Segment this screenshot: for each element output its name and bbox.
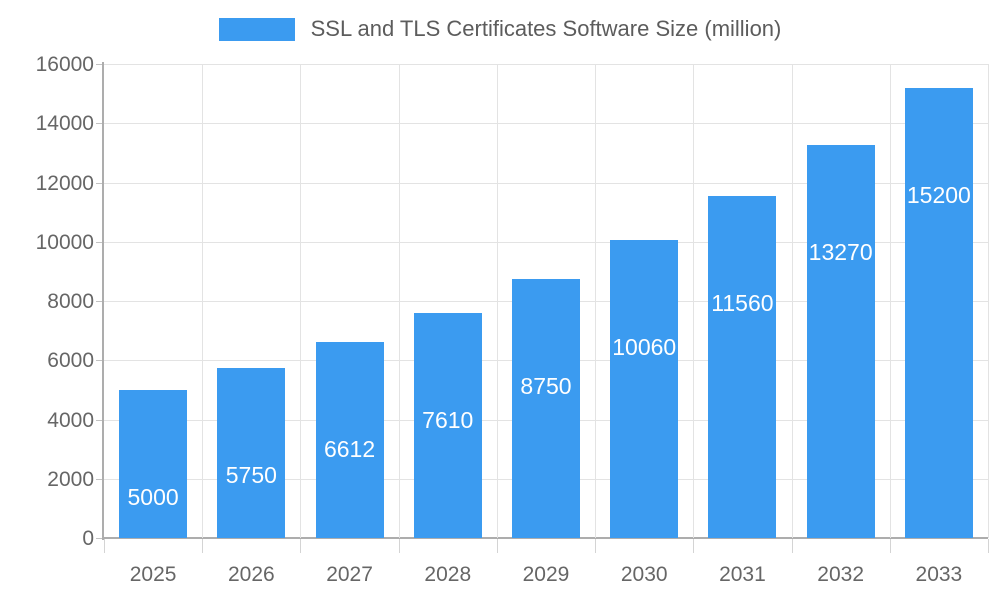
bar[interactable]: 5750 [217,367,286,538]
gridline-vertical [595,64,596,538]
x-axis-tick-mark [792,539,793,553]
y-axis-tick-mark [96,360,102,362]
y-axis-tick-label: 10000 [35,230,94,254]
bar[interactable]: 11560 [708,195,777,538]
y-axis-tick-label: 6000 [47,349,94,373]
y-axis-tick-mark [96,64,102,65]
gridline-vertical [792,64,793,538]
y-axis-spine [102,62,104,540]
gridline-vertical [890,64,891,538]
x-axis-tick-mark [104,539,105,553]
y-axis-tick-mark [96,538,102,539]
y-axis-tick-label: 14000 [35,112,94,136]
y-axis-tick-mark [96,301,102,302]
x-axis-tick-mark [890,539,891,553]
x-axis-tick-mark [399,539,400,553]
x-axis-tick-mark [693,539,694,553]
bar[interactable]: 7610 [413,312,482,538]
x-axis-tick-mark [300,539,301,553]
gridline-horizontal [104,241,988,243]
y-axis-tick-label: 4000 [47,408,94,432]
y-axis-tick-label: 8000 [47,290,94,313]
bar[interactable]: 13270 [806,144,875,538]
bar-value-label: 13270 [808,238,873,265]
x-axis-tick-label: 2031 [719,563,766,586]
gridline-horizontal [104,182,988,184]
bar[interactable]: 15200 [904,87,973,538]
bar-value-label: 8750 [520,372,572,399]
y-axis-tick-mark [96,478,102,480]
y-axis-tick-mark [96,182,102,184]
x-axis-tick-label: 2026 [227,563,275,586]
plot-area: 5000 5750 6612 7610 8750 10060 11560 13270 15200 [104,64,989,538]
bar-value-label: 5000 [127,483,179,510]
bar[interactable]: 5000 [119,389,188,538]
gridline-vertical [399,64,400,538]
gridline-vertical [300,64,301,538]
gridline-horizontal [104,123,988,125]
x-axis-tick-mark [988,539,989,553]
y-axis-tick-mark [96,123,102,125]
y-axis-tick-mark [96,241,102,243]
bar-value-label: 7610 [422,406,474,433]
y-axis-tick-mark [96,419,102,421]
bar[interactable]: 10060 [610,239,679,538]
legend-label: SSL and TLS Certificates Software Size (… [310,16,782,41]
y-axis-tick-label: 0 [82,527,94,550]
y-axis-tick-label: 16000 [35,53,94,76]
bar-value-label: 5750 [225,461,277,488]
x-axis-tick-label: 2030 [620,563,668,586]
bar[interactable]: 8750 [512,278,580,538]
gridline-horizontal [104,64,988,65]
x-axis-tick-mark [595,539,596,553]
x-axis-spine [102,537,988,539]
chart-legend: SSL and TLS Certificates Software Size (… [0,10,1000,48]
x-axis-tick-label: 2025 [129,563,177,586]
gridline-vertical [988,64,989,538]
bar-value-label: 10060 [612,333,677,360]
x-axis-tick-label: 2029 [522,563,570,586]
x-axis-tick-label: 2028 [424,563,472,586]
bar-value-label: 15200 [906,181,971,208]
y-axis-tick-label: 12000 [35,171,94,195]
legend-color-swatch [218,17,295,41]
x-axis-tick-label: 2027 [326,563,373,586]
gridline-vertical [202,64,203,538]
bar-value-label: 6612 [323,436,376,463]
y-axis-tick-label: 2000 [47,467,94,491]
x-axis-tick-mark [202,539,203,553]
bar[interactable]: 6612 [315,342,384,538]
x-axis-tick-mark [497,539,498,553]
gridline-vertical [693,64,694,538]
bar-value-label: 11560 [711,289,774,316]
x-axis-tick-label: 2033 [915,563,963,586]
y-axis-tick-labels: 0 2000 4000 6000 8000 10000 12000 14000 16000 [0,0,94,600]
gridline-vertical [497,64,498,538]
x-axis-tick-label: 2032 [817,563,865,586]
